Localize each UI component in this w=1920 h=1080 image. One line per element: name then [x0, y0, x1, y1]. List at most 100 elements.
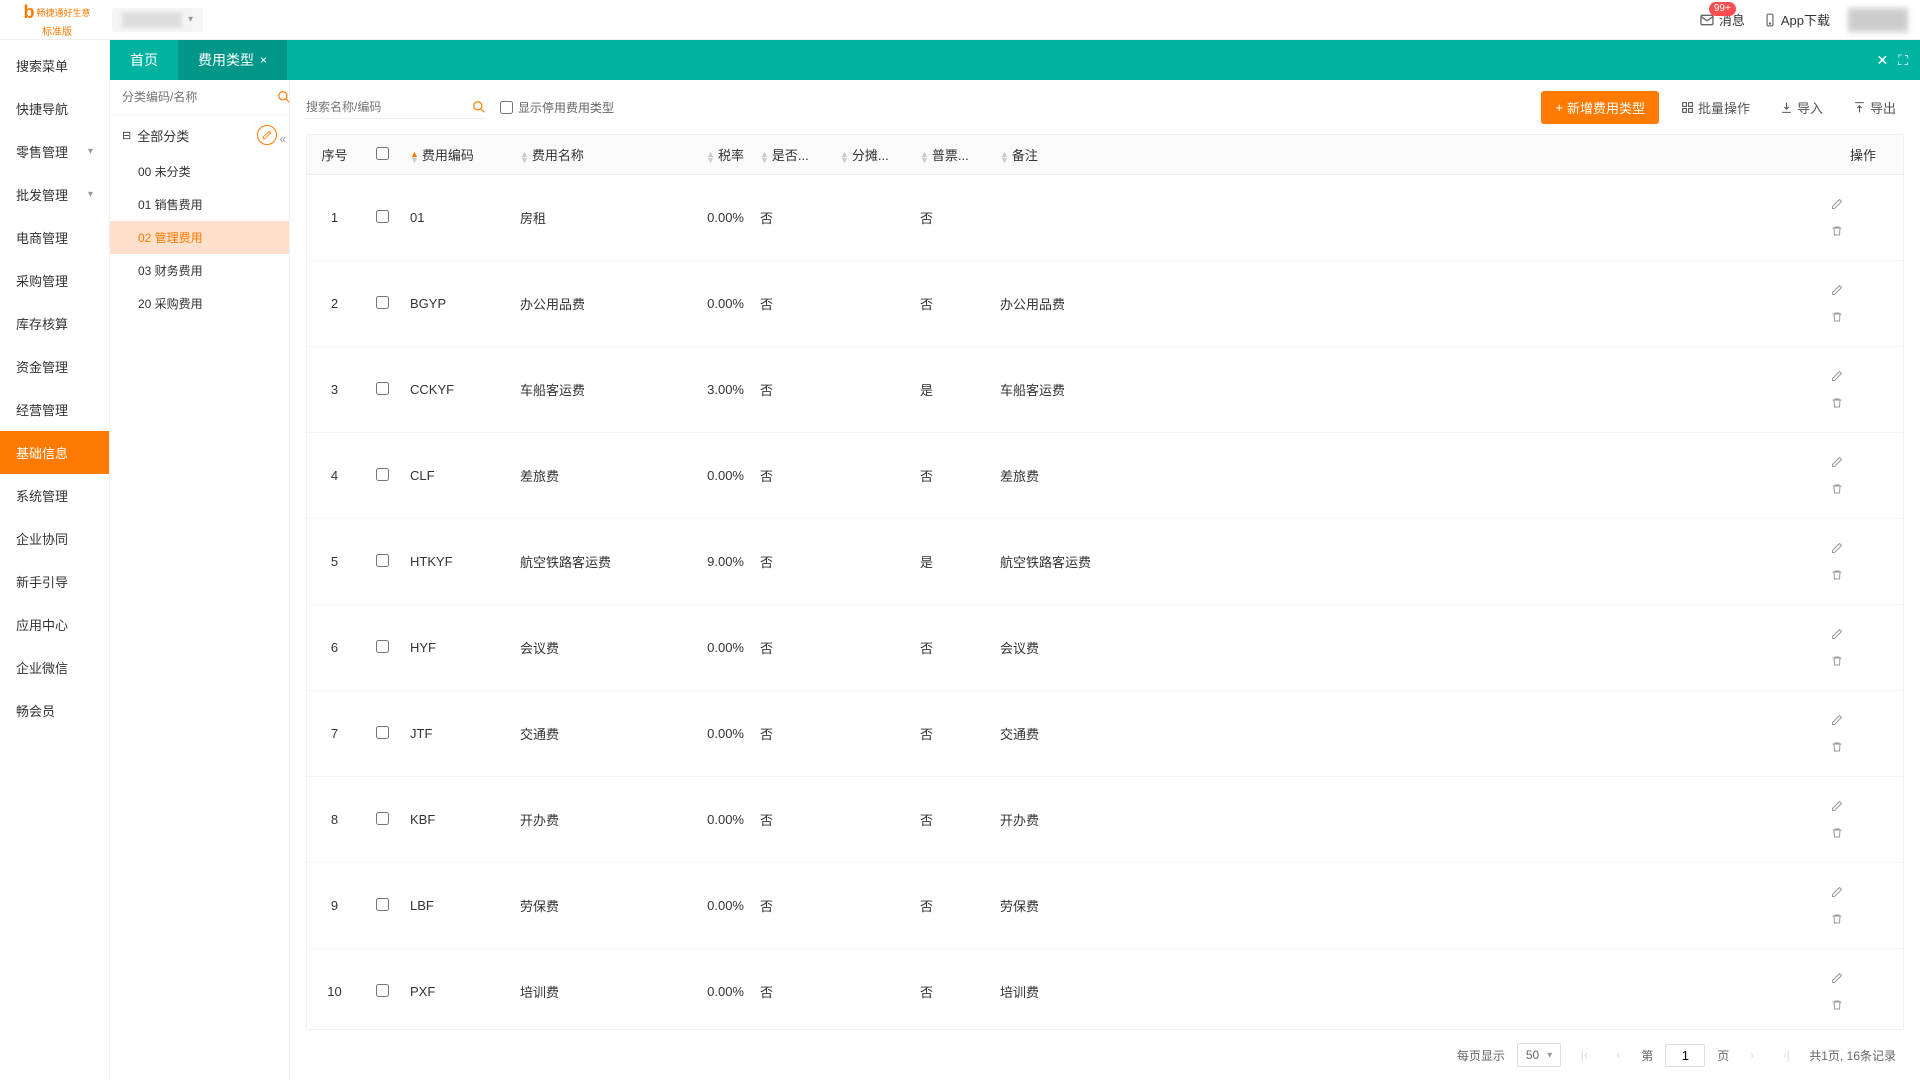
table-row[interactable]: 6HYF会议费0.00%否否会议费 [307, 605, 1903, 691]
tab[interactable]: 首页 [110, 40, 178, 80]
sidebar-item[interactable]: 系统管理 [0, 474, 109, 517]
edit-icon[interactable] [1831, 284, 1895, 296]
sidebar-item[interactable]: 基础信息 [0, 431, 109, 474]
delete-icon[interactable] [1831, 569, 1895, 581]
sidebar-item[interactable]: 畅会员 [0, 689, 109, 732]
category-search-input[interactable] [122, 90, 277, 104]
col-name[interactable]: ▲▼费用名称 [512, 135, 672, 175]
show-disabled-checkbox[interactable]: 显示停用费用类型 [500, 99, 614, 116]
last-page-button[interactable]: ›| [1775, 1044, 1797, 1066]
col-bool1[interactable]: ▲▼是否... [752, 135, 832, 175]
edit-icon[interactable] [1831, 800, 1895, 812]
col-remark[interactable]: ▲▼备注 [992, 135, 1823, 175]
company-selector[interactable]: ▾ [112, 8, 203, 32]
delete-icon[interactable] [1831, 483, 1895, 495]
row-checkbox[interactable] [376, 726, 389, 739]
row-checkbox[interactable] [376, 554, 389, 567]
fullscreen-icon[interactable]: ⛶ [1898, 52, 1908, 69]
row-checkbox[interactable] [376, 382, 389, 395]
sidebar-item[interactable]: 应用中心 [0, 603, 109, 646]
category-item[interactable]: 02 管理费用 [110, 221, 289, 254]
row-checkbox[interactable] [376, 984, 389, 997]
user-avatar[interactable] [1848, 8, 1908, 32]
table-row[interactable]: 4CLF差旅费0.00%否否差旅费 [307, 433, 1903, 519]
close-icon[interactable]: × [260, 53, 267, 67]
edit-icon[interactable] [1831, 456, 1895, 468]
category-all[interactable]: ⊟ 全部分类 [110, 115, 289, 155]
delete-icon[interactable] [1831, 827, 1895, 839]
edit-icon[interactable] [1831, 972, 1895, 984]
select-all-checkbox[interactable] [376, 147, 389, 160]
table-row[interactable]: 3CCKYF车船客运费3.00%否是车船客运费 [307, 347, 1903, 433]
category-item[interactable]: 01 销售费用 [110, 188, 289, 221]
edit-icon[interactable] [1831, 370, 1895, 382]
row-checkbox[interactable] [376, 640, 389, 653]
sidebar-item[interactable]: 零售管理▾ [0, 130, 109, 173]
sidebar-item[interactable]: 电商管理 [0, 216, 109, 259]
sidebar-item[interactable]: 批发管理▾ [0, 173, 109, 216]
prev-page-button[interactable]: ‹ [1607, 1044, 1629, 1066]
import-button[interactable]: 导入 [1772, 92, 1831, 123]
sidebar-item[interactable]: 搜索菜单 [0, 44, 109, 87]
table-search-input[interactable] [306, 100, 472, 114]
add-expense-type-button[interactable]: + 新增费用类型 [1541, 91, 1659, 124]
edit-category-button[interactable] [257, 125, 277, 145]
export-button[interactable]: 导出 [1845, 92, 1904, 123]
page-input[interactable] [1665, 1044, 1705, 1067]
app-download-button[interactable]: App下载 [1763, 10, 1830, 29]
delete-icon[interactable] [1831, 225, 1895, 237]
delete-icon[interactable] [1831, 397, 1895, 409]
edit-icon[interactable] [1831, 886, 1895, 898]
category-item[interactable]: 03 财务费用 [110, 254, 289, 287]
delete-icon[interactable] [1831, 741, 1895, 753]
edit-icon[interactable] [1831, 198, 1895, 210]
cell-code: JTF [402, 691, 512, 777]
next-page-button[interactable]: › [1741, 1044, 1763, 1066]
sidebar-item[interactable]: 经营管理 [0, 388, 109, 431]
edit-icon[interactable] [1831, 714, 1895, 726]
delete-icon[interactable] [1831, 999, 1895, 1011]
row-checkbox[interactable] [376, 296, 389, 309]
show-disabled-input[interactable] [500, 101, 513, 114]
tab[interactable]: 费用类型× [178, 40, 287, 80]
category-item[interactable]: 20 采购费用 [110, 287, 289, 320]
sidebar-item[interactable]: 资金管理 [0, 345, 109, 388]
delete-icon[interactable] [1831, 311, 1895, 323]
batch-operation-button[interactable]: 批量操作 [1673, 92, 1758, 123]
search-icon[interactable] [277, 90, 291, 104]
row-checkbox[interactable] [376, 468, 389, 481]
close-all-tabs-icon[interactable]: ✕ [1876, 52, 1888, 69]
sidebar-item[interactable]: 企业微信 [0, 646, 109, 689]
row-checkbox[interactable] [376, 898, 389, 911]
sidebar-item[interactable]: 采购管理 [0, 259, 109, 302]
messages-button[interactable]: 99+ 消息 [1699, 10, 1745, 29]
edit-icon[interactable] [1831, 628, 1895, 640]
table-row[interactable]: 10PXF培训费0.00%否否培训费 [307, 949, 1903, 1031]
sidebar-item[interactable]: 企业协同 [0, 517, 109, 560]
table-row[interactable]: 101房租0.00%否否 [307, 175, 1903, 261]
edit-icon[interactable] [1831, 542, 1895, 554]
first-page-button[interactable]: |‹ [1573, 1044, 1595, 1066]
cell-code: LBF [402, 863, 512, 949]
collapse-panel-icon[interactable]: « [275, 128, 290, 150]
table-row[interactable]: 8KBF开办费0.00%否否开办费 [307, 777, 1903, 863]
delete-icon[interactable] [1831, 655, 1895, 667]
table-row[interactable]: 2BGYP办公用品费0.00%否否办公用品费 [307, 261, 1903, 347]
col-bool2[interactable]: ▲▼分摊... [832, 135, 912, 175]
category-item[interactable]: 00 未分类 [110, 155, 289, 188]
col-rate[interactable]: ▲▼税率 [672, 135, 752, 175]
table-row[interactable]: 5HTKYF航空铁路客运费9.00%否是航空铁路客运费 [307, 519, 1903, 605]
col-code[interactable]: ▲▼费用编码 [402, 135, 512, 175]
table-row[interactable]: 7JTF交通费0.00%否否交通费 [307, 691, 1903, 777]
row-checkbox[interactable] [376, 812, 389, 825]
per-page-select[interactable]: 50 ▾ [1517, 1043, 1561, 1067]
row-checkbox[interactable] [376, 210, 389, 223]
sidebar-item[interactable]: 新手引导 [0, 560, 109, 603]
sidebar-item[interactable]: 库存核算 [0, 302, 109, 345]
delete-icon[interactable] [1831, 913, 1895, 925]
col-seq[interactable]: 序号 [307, 135, 362, 175]
table-row[interactable]: 9LBF劳保费0.00%否否劳保费 [307, 863, 1903, 949]
search-icon[interactable] [472, 100, 486, 114]
col-bool3[interactable]: ▲▼普票... [912, 135, 992, 175]
sidebar-item[interactable]: 快捷导航 [0, 87, 109, 130]
